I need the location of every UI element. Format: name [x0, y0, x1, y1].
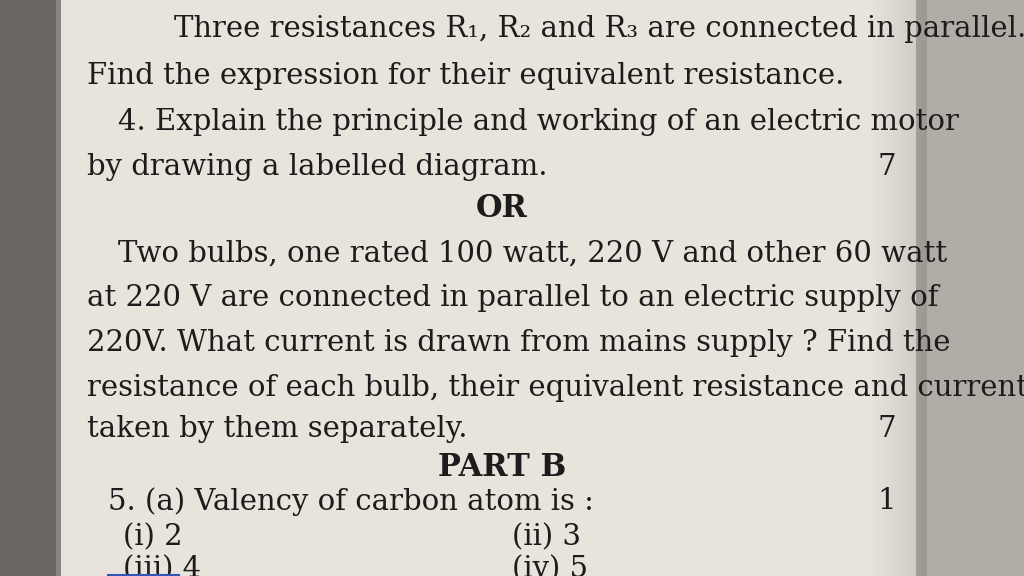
Text: by drawing a labelled diagram.: by drawing a labelled diagram. — [87, 153, 548, 181]
FancyBboxPatch shape — [927, 0, 1024, 576]
Text: (iii) 4: (iii) 4 — [123, 555, 201, 576]
FancyBboxPatch shape — [61, 0, 916, 576]
Text: (ii) 3: (ii) 3 — [512, 523, 581, 551]
Text: 220V. What current is drawn from mains supply ? Find the: 220V. What current is drawn from mains s… — [87, 329, 950, 357]
Text: OR: OR — [476, 193, 527, 224]
Text: taken by them separately.: taken by them separately. — [87, 415, 468, 443]
Text: (iv) 5: (iv) 5 — [512, 555, 588, 576]
Text: (i) 2: (i) 2 — [123, 523, 182, 551]
FancyBboxPatch shape — [0, 0, 56, 576]
Text: 7: 7 — [878, 153, 896, 181]
Text: 1: 1 — [878, 487, 896, 515]
Text: Two bulbs, one rated 100 watt, 220 V and other 60 watt: Two bulbs, one rated 100 watt, 220 V and… — [118, 240, 947, 267]
Text: at 220 V are connected in parallel to an electric supply of: at 220 V are connected in parallel to an… — [87, 285, 939, 312]
Text: PART B: PART B — [437, 452, 566, 483]
Text: 4. Explain the principle and working of an electric motor: 4. Explain the principle and working of … — [118, 108, 958, 136]
Text: 5. (a) Valency of carbon atom is :: 5. (a) Valency of carbon atom is : — [108, 487, 593, 516]
Text: Find the expression for their equivalent resistance.: Find the expression for their equivalent… — [87, 62, 845, 90]
Text: 7: 7 — [878, 415, 896, 443]
Text: Three resistances R₁, R₂ and R₃ are connected in parallel.: Three resistances R₁, R₂ and R₃ are conn… — [174, 15, 1024, 43]
Text: resistance of each bulb, their equivalent resistance and current: resistance of each bulb, their equivalen… — [87, 374, 1024, 402]
